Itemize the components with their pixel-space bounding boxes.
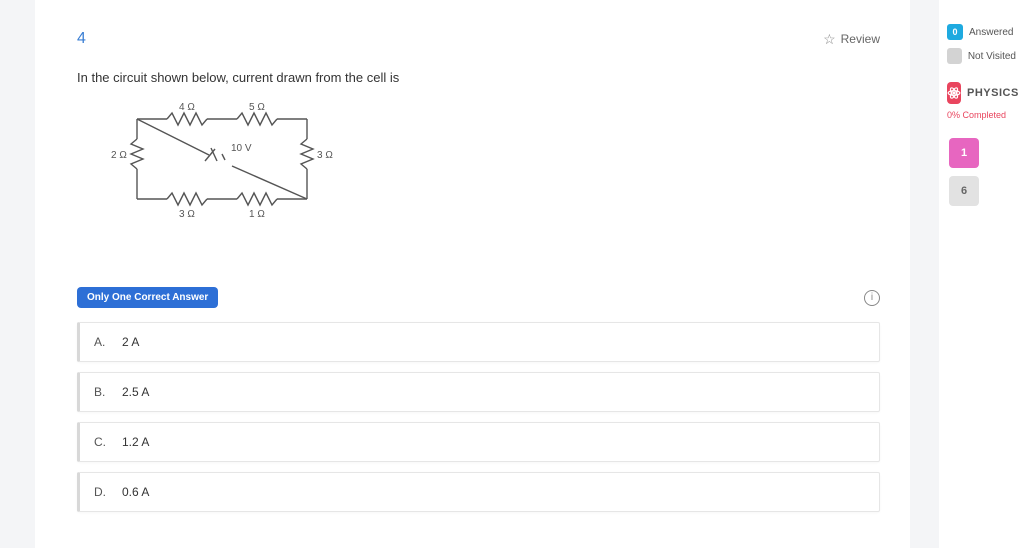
legend-label: Not Visited bbox=[968, 51, 1016, 62]
legend-label: Answered bbox=[969, 27, 1013, 38]
answered-count-box: 0 bbox=[947, 24, 963, 40]
option-b[interactable]: B. 2.5 A bbox=[77, 372, 880, 412]
qnav-6[interactable]: 6 bbox=[949, 176, 979, 206]
legend-not-visited: Not Visited bbox=[947, 48, 1016, 64]
option-text: 0.6 A bbox=[122, 485, 149, 499]
side-panel: 0 Answered Not Visited PHYSICS 0% Comple… bbox=[939, 0, 1024, 548]
question-text: In the circuit shown below, current draw… bbox=[77, 70, 880, 85]
qnav-1[interactable]: 1 bbox=[949, 138, 979, 168]
notvisited-box bbox=[947, 48, 962, 64]
subject-row[interactable]: PHYSICS bbox=[947, 82, 1016, 104]
completed-text: 0% Completed bbox=[947, 110, 1016, 120]
star-icon: ☆ bbox=[823, 31, 836, 48]
option-letter: B. bbox=[94, 385, 108, 399]
review-label: Review bbox=[841, 32, 880, 46]
subject-label: PHYSICS bbox=[967, 87, 1019, 99]
legend-answered: 0 Answered bbox=[947, 24, 1016, 40]
option-d[interactable]: D. 0.6 A bbox=[77, 472, 880, 512]
option-text: 1.2 A bbox=[122, 435, 149, 449]
r-bot-right: 1 Ω bbox=[249, 209, 265, 220]
answer-type-badge: Only One Correct Answer bbox=[77, 287, 218, 308]
review-toggle[interactable]: ☆ Review bbox=[823, 31, 880, 48]
option-text: 2.5 A bbox=[122, 385, 149, 399]
r-left: 2 Ω bbox=[111, 150, 127, 161]
option-letter: C. bbox=[94, 435, 108, 449]
question-header: 4 ☆ Review bbox=[77, 30, 880, 48]
option-c[interactable]: C. 1.2 A bbox=[77, 422, 880, 462]
atom-icon bbox=[947, 82, 961, 104]
option-a[interactable]: A. 2 A bbox=[77, 322, 880, 362]
option-letter: D. bbox=[94, 485, 108, 499]
info-icon[interactable]: i bbox=[864, 290, 880, 306]
circuit-diagram: 4 Ω 5 Ω 2 Ω 3 Ω 3 Ω 1 Ω 10 V bbox=[97, 99, 880, 232]
r-top-left: 4 Ω bbox=[179, 102, 195, 113]
voltage-label: 10 V bbox=[231, 143, 252, 154]
option-text: 2 A bbox=[122, 335, 139, 349]
question-number: 4 bbox=[77, 30, 86, 48]
r-right: 3 Ω bbox=[317, 150, 333, 161]
option-letter: A. bbox=[94, 335, 108, 349]
options-list: A. 2 A B. 2.5 A C. 1.2 A D. 0.6 A bbox=[77, 322, 880, 512]
question-panel: 4 ☆ Review In the circuit shown below, c… bbox=[35, 0, 910, 548]
question-nav: 1 6 bbox=[947, 138, 1016, 206]
r-top-right: 5 Ω bbox=[249, 102, 265, 113]
r-bot-left: 3 Ω bbox=[179, 209, 195, 220]
answer-type-row: Only One Correct Answer i bbox=[77, 287, 880, 308]
